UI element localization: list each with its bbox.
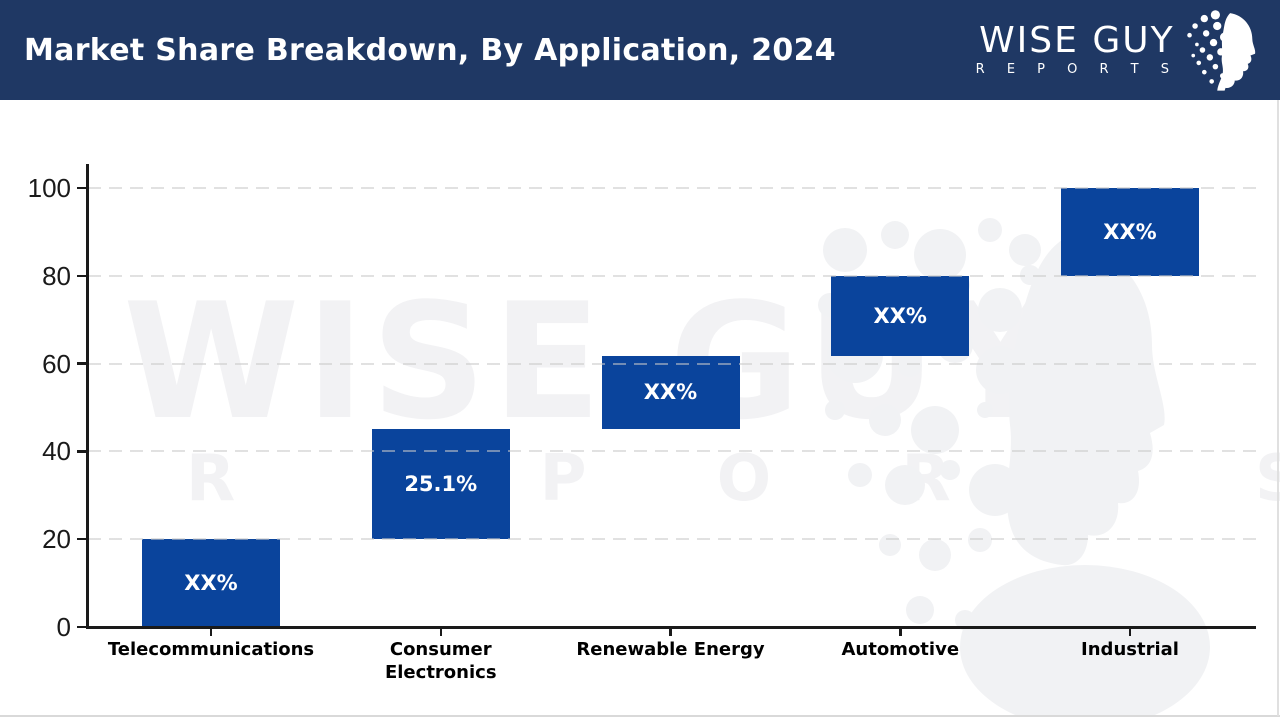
y-tick-label-60: 60 (42, 348, 71, 379)
logo-subtext: R E P O R T S (975, 62, 1178, 77)
logo-head-icon (1187, 10, 1256, 91)
chart-title: Market Share Breakdown, By Application, … (24, 32, 836, 68)
gridline-60 (88, 362, 1256, 365)
x-tick-industrial (1128, 627, 1132, 636)
y-tick-label-40: 40 (42, 436, 71, 467)
y-tick-60 (77, 362, 88, 365)
gridline-100 (88, 187, 1256, 189)
y-tick-label-100: 100 (27, 173, 71, 203)
x-tick-renewable-energy (669, 627, 672, 636)
x-tick-telecommunications (209, 627, 213, 636)
y-tick-80 (77, 274, 88, 278)
bar-industrial (1061, 188, 1199, 276)
header-bar: Market Share Breakdown, By Application, … (0, 0, 1280, 100)
bar-label-consumer-electronics: 25.1% (404, 472, 478, 497)
y-tick-label-20: 20 (42, 524, 71, 555)
bar-renewable-energy (601, 355, 740, 429)
x-label-industrial: Industrial (1081, 639, 1179, 660)
y-tick-label-80: 80 (42, 260, 71, 291)
bar-label-renewable-energy: XX% (643, 380, 698, 405)
gridline-20 (88, 538, 1256, 541)
gridline-40 (88, 450, 1256, 453)
y-tick-0 (77, 625, 88, 629)
y-axis-line (86, 164, 89, 629)
bar-telecommunications (142, 539, 280, 627)
wiseguy-logo: WISE GUY R E P O R T S (976, 8, 1256, 92)
bar-label-automotive: XX% (873, 303, 927, 328)
gridline-80 (88, 274, 1256, 277)
logo-wordmark: WISE GUY (979, 20, 1175, 61)
bottom-border (0, 715, 1280, 717)
right-border (1277, 100, 1279, 716)
y-tick-40 (77, 450, 88, 453)
x-label-telecommunications: Telecommunications (107, 639, 315, 660)
x-axis-line (86, 626, 1256, 629)
x-tick-consumer-electronics (439, 627, 442, 636)
x-label-renewable-energy: Renewable Energy (576, 639, 765, 660)
bar-label-telecommunications: XX% (184, 571, 238, 596)
x-label-automotive: Automotive (841, 639, 960, 660)
logo-text: WISE GUY R E P O R T S (975, 20, 1178, 78)
y-tick-label-0: 0 (56, 612, 71, 642)
bar-automotive (831, 275, 970, 356)
y-tick-100 (77, 186, 88, 190)
bar-label-industrial: XX% (1103, 219, 1157, 244)
x-label-consumer-electronics: Consumer Electronics (384, 639, 497, 683)
bar-consumer-electronics (371, 429, 510, 540)
x-tick-automotive (899, 627, 902, 636)
y-tick-20 (77, 537, 88, 541)
